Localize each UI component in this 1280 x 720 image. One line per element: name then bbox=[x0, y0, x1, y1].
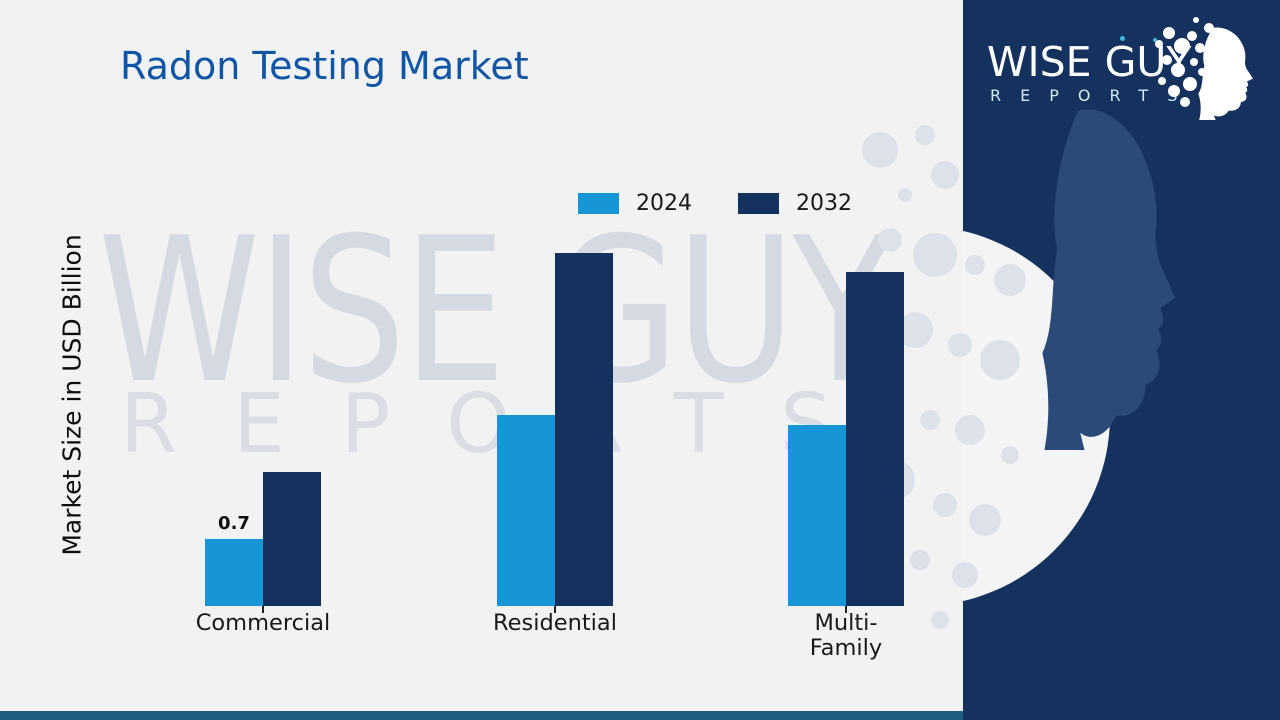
bar-value-label: 0.7 bbox=[218, 513, 250, 534]
legend: 2024 2032 bbox=[578, 191, 852, 216]
category-label-residential: Residential bbox=[493, 610, 617, 636]
category-label-commercial: Commercial bbox=[195, 610, 331, 636]
bar-2024-residential bbox=[497, 415, 555, 606]
logo-dot bbox=[1155, 40, 1163, 48]
logo-dot bbox=[1190, 58, 1198, 66]
logo-dot bbox=[1168, 85, 1180, 97]
logo-dot bbox=[1180, 97, 1190, 107]
chart-title: Radon Testing Market bbox=[120, 44, 529, 88]
logo-wiseguy-text: WISE GUY bbox=[987, 38, 1192, 86]
face-profile-decor-icon bbox=[1042, 109, 1175, 450]
legend-item-2032: 2032 bbox=[738, 191, 852, 216]
watermark-wiseguy-text: WISE GUY bbox=[98, 195, 893, 428]
bar-2024-multi-family bbox=[788, 425, 846, 606]
bottom-accent-bar bbox=[0, 711, 963, 720]
bar-2024-commercial bbox=[205, 539, 263, 606]
logo-dot bbox=[1195, 43, 1205, 53]
logo-dot bbox=[1187, 31, 1197, 41]
x-axis-tick bbox=[262, 606, 264, 613]
x-axis-tick bbox=[554, 606, 556, 613]
logo-accent-dot bbox=[1120, 36, 1125, 41]
watermark-reports-text: REPORTS bbox=[120, 384, 888, 466]
logo-dot bbox=[1162, 55, 1172, 65]
logo-dot bbox=[1204, 23, 1214, 33]
legend-label-2032: 2032 bbox=[796, 191, 852, 216]
bar-2032-commercial bbox=[263, 472, 321, 606]
legend-item-2024: 2024 bbox=[578, 191, 692, 216]
bar-2032-multi-family bbox=[846, 272, 904, 606]
wiseguy-logo: WISE GUY REPORTS bbox=[963, 0, 1280, 720]
logo-accent-dot bbox=[1153, 38, 1157, 42]
legend-label-2024: 2024 bbox=[636, 191, 692, 216]
logo-dot bbox=[1198, 68, 1206, 76]
x-axis-tick bbox=[845, 606, 847, 613]
logo-dot bbox=[1158, 77, 1166, 85]
legend-swatch-2024 bbox=[578, 193, 619, 214]
logo-dot bbox=[1193, 17, 1199, 23]
logo-dot bbox=[1171, 63, 1185, 77]
legend-swatch-2032 bbox=[738, 193, 779, 214]
logo-dot bbox=[1174, 38, 1190, 54]
wiseguy-face-icon bbox=[1198, 27, 1253, 120]
category-label-multi-family: Multi- Family bbox=[809, 610, 883, 661]
bar-2032-residential bbox=[555, 253, 613, 606]
logo-reports-text: REPORTS bbox=[990, 86, 1197, 105]
logo-dot bbox=[1183, 77, 1197, 91]
logo-dot bbox=[1163, 27, 1175, 39]
